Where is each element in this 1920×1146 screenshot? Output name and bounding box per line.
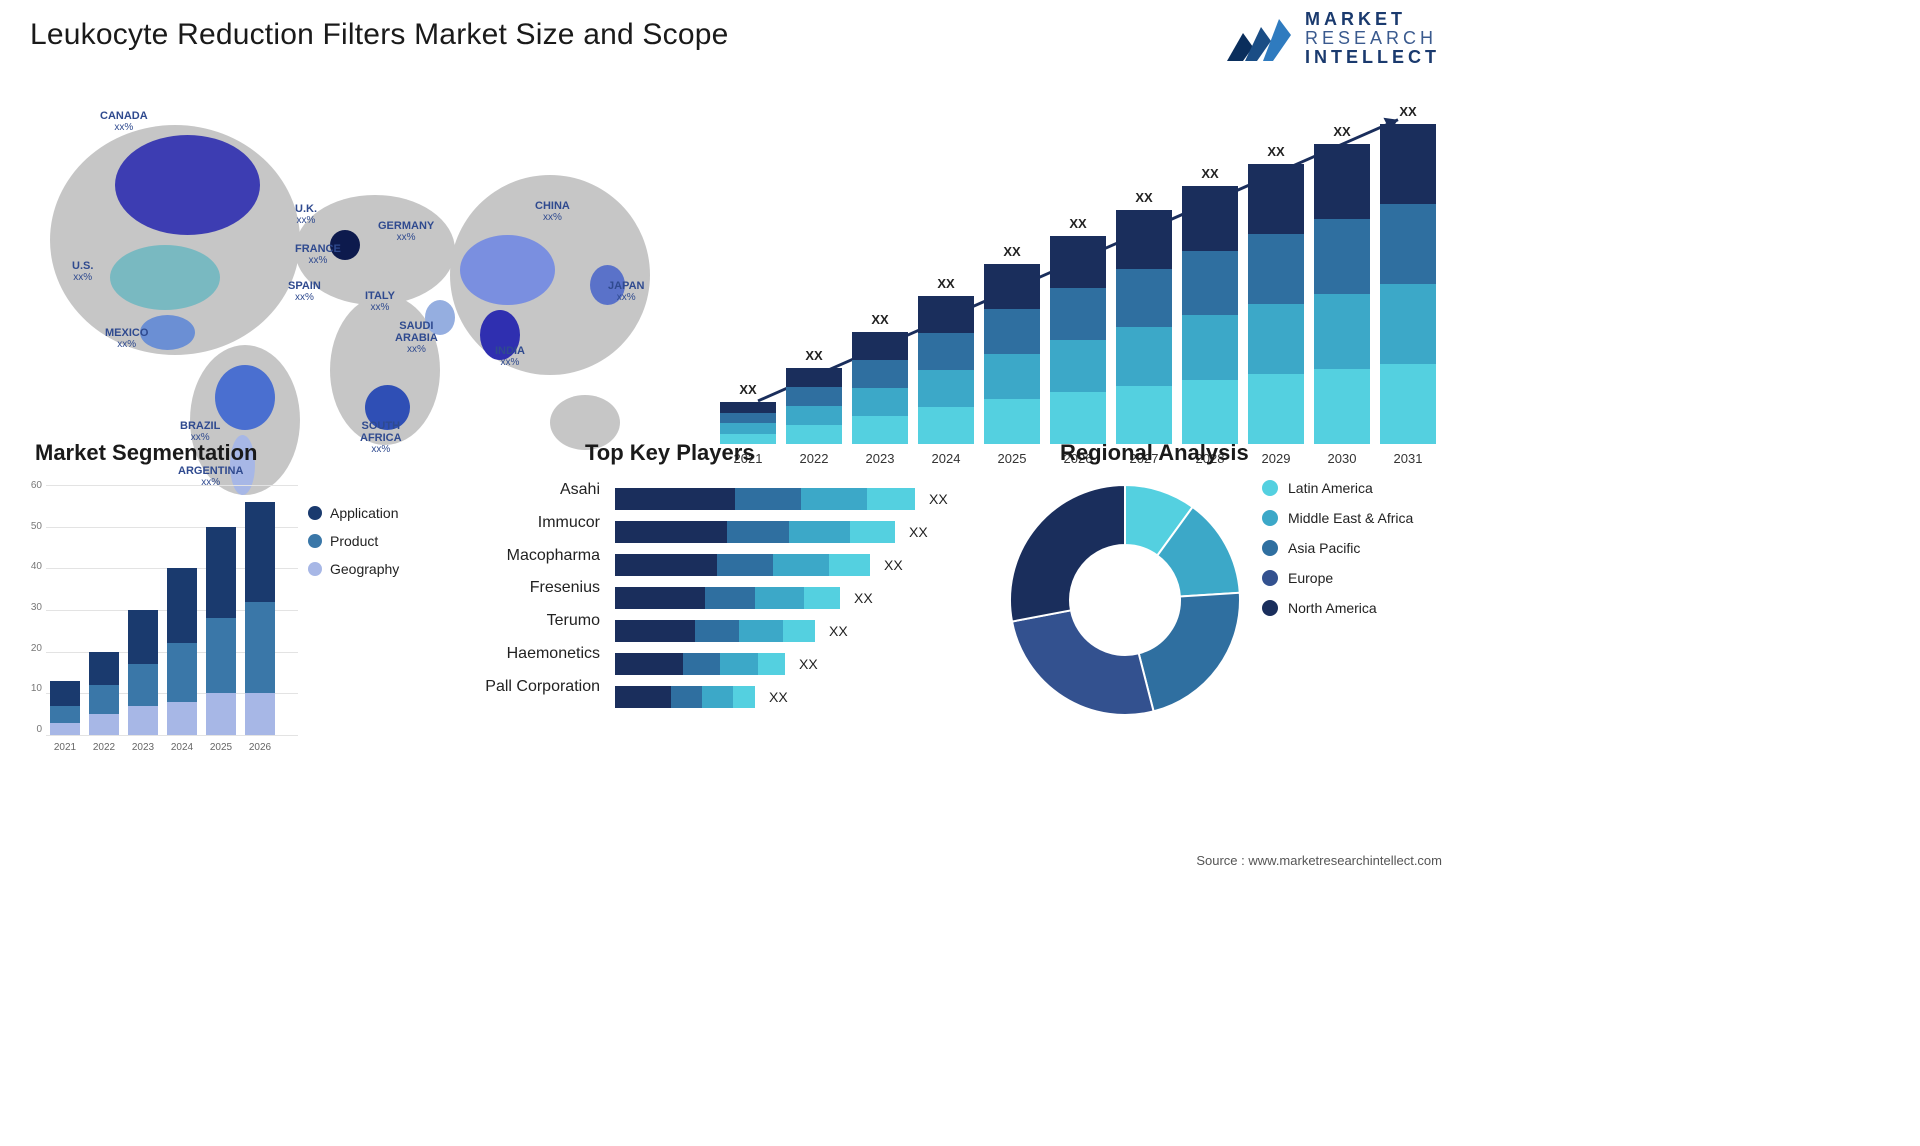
logo-line1: MARKET — [1305, 10, 1440, 29]
legend-item: Asia Pacific — [1262, 540, 1413, 556]
growth-bar: XX2029 — [1248, 164, 1304, 444]
regional-legend: Latin America Middle East & Africa Asia Pa… — [1262, 480, 1413, 630]
key-players-title: Top Key Players — [585, 440, 755, 466]
legend-item: Middle East & Africa — [1262, 510, 1413, 526]
logo-line2: RESEARCH — [1305, 29, 1440, 48]
key-players-bars: XXXXXXXXXXXXXX — [615, 482, 995, 713]
map-label: MEXICOxx% — [105, 327, 148, 350]
growth-bar: XX2025 — [984, 264, 1040, 444]
map-label: JAPANxx% — [608, 280, 644, 303]
legend-item: Product — [308, 533, 399, 549]
map-label: ITALYxx% — [365, 290, 395, 313]
growth-bar: XX2026 — [1050, 236, 1106, 444]
growth-bar: XX2024 — [918, 296, 974, 444]
page-title: Leukocyte Reduction Filters Market Size … — [30, 18, 728, 52]
segmentation-bar: 2025 — [206, 527, 236, 735]
key-players-names: AsahiImmucorMacopharmaFreseniusTerumoHae… — [470, 474, 600, 704]
growth-chart: XX2021XX2022XX2023XX2024XX2025XX2026XX20… — [720, 100, 1440, 470]
map-label: SPAINxx% — [288, 280, 321, 303]
growth-bar: XX2028 — [1182, 186, 1238, 444]
legend-item: Europe — [1262, 570, 1413, 586]
key-player-label: Fresenius — [470, 572, 600, 605]
growth-bar: XX2030 — [1314, 144, 1370, 444]
segmentation-title: Market Segmentation — [35, 440, 258, 466]
key-player-bar: XX — [615, 647, 995, 680]
map-label: INDIAxx% — [495, 345, 525, 368]
logo-bars-icon — [1225, 13, 1295, 63]
regional-donut — [1005, 480, 1245, 720]
segmentation-bar: 2021 — [50, 681, 80, 735]
legend-item: North America — [1262, 600, 1413, 616]
key-player-label: Macopharma — [470, 540, 600, 573]
legend-item: Geography — [308, 561, 399, 577]
key-player-bar: XX — [615, 515, 995, 548]
segmentation-chart: 6050403020100 202120222023202420252026 — [18, 475, 298, 755]
key-player-bar: XX — [615, 482, 995, 515]
segmentation-legend: Application Product Geography — [308, 505, 399, 589]
growth-bar: XX2023 — [852, 332, 908, 444]
key-player-label: Immucor — [470, 507, 600, 540]
key-player-bar: XX — [615, 548, 995, 581]
key-player-bar: XX — [615, 680, 995, 713]
map-label: GERMANYxx% — [378, 220, 434, 243]
growth-bar: XX2022 — [786, 368, 842, 444]
key-player-bar: XX — [615, 614, 995, 647]
key-player-label: Pall Corporation — [470, 671, 600, 704]
legend-item: Application — [308, 505, 399, 521]
map-label: FRANCExx% — [295, 243, 341, 266]
segmentation-bar: 2022 — [89, 652, 119, 735]
brand-logo: MARKET RESEARCH INTELLECT — [1225, 10, 1440, 67]
map-label: U.S.xx% — [72, 260, 93, 283]
logo-text: MARKET RESEARCH INTELLECT — [1305, 10, 1440, 67]
segmentation-bar: 2024 — [167, 568, 197, 735]
key-player-label: Haemonetics — [470, 638, 600, 671]
key-player-bar: XX — [615, 581, 995, 614]
segmentation-bar: 2026 — [245, 502, 275, 735]
map-label: CANADAxx% — [100, 110, 148, 133]
logo-line3: INTELLECT — [1305, 48, 1440, 67]
map-label: U.K.xx% — [295, 203, 317, 226]
map-label: CHINAxx% — [535, 200, 570, 223]
growth-bar: XX2027 — [1116, 210, 1172, 444]
regional-title: Regional Analysis — [1060, 440, 1249, 466]
legend-item: Latin America — [1262, 480, 1413, 496]
growth-bar: XX2021 — [720, 402, 776, 444]
growth-bar: XX2031 — [1380, 124, 1436, 444]
map-label: SOUTHAFRICAxx% — [360, 420, 402, 455]
segmentation-bar: 2023 — [128, 610, 158, 735]
map-label: SAUDIARABIAxx% — [395, 320, 438, 355]
key-player-label: Asahi — [470, 474, 600, 507]
world-map: CANADAxx%U.S.xx%MEXICOxx%BRAZILxx%ARGENT… — [30, 85, 670, 420]
source-attribution: Source : www.marketresearchintellect.com — [1196, 853, 1442, 868]
key-player-label: Terumo — [470, 605, 600, 638]
